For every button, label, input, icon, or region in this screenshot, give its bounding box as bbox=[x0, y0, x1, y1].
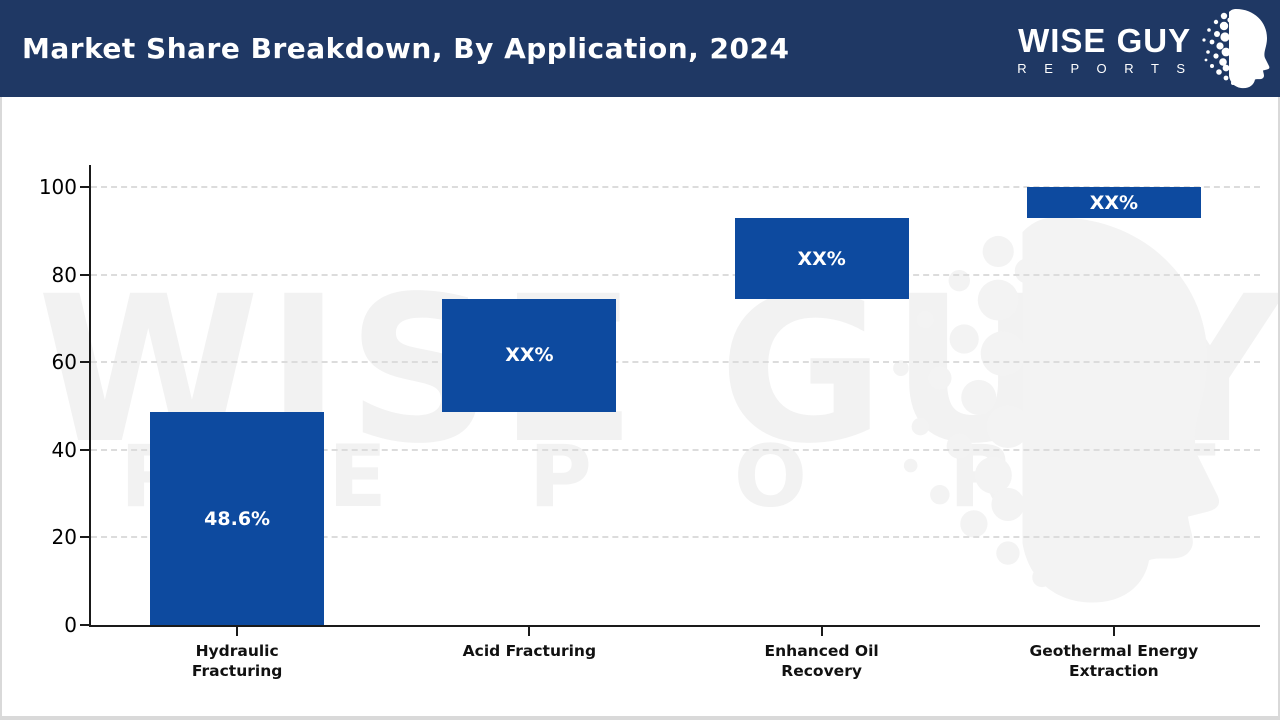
x-category-label: Acid Fracturing bbox=[462, 642, 597, 660]
y-tick-label: 0 bbox=[64, 613, 77, 637]
bar-value-label: XX% bbox=[797, 247, 846, 270]
logo-subtitle: R E P O R T S bbox=[1017, 60, 1192, 76]
bar-value-label: XX% bbox=[505, 344, 554, 367]
gridline-y-40 bbox=[91, 448, 1260, 451]
x-tick-mark bbox=[1112, 627, 1115, 636]
bar-value-label: 48.6% bbox=[204, 507, 271, 530]
y-tick-mark bbox=[80, 448, 89, 451]
x-category-label: Geothermal Energy Extraction bbox=[1029, 642, 1199, 681]
watermark-head-graphic bbox=[893, 217, 1220, 603]
y-tick-label: 100 bbox=[38, 174, 77, 199]
bar-hydraulic-fracturing: 48.6% bbox=[150, 412, 325, 625]
plot-area: 0 20 40 60 80 100 48.6% Hydraulic Fracturing XX% A… bbox=[39, 165, 1260, 680]
x-tick-mark bbox=[236, 627, 239, 636]
x-tick-mark bbox=[820, 627, 823, 636]
y-tick-mark bbox=[80, 624, 89, 626]
y-tick-label: 40 bbox=[51, 437, 77, 462]
logo-wordmark: WISE GUY bbox=[1018, 21, 1192, 59]
chart-title: Market Share Breakdown, By Application, … bbox=[22, 32, 790, 65]
y-tick-label: 80 bbox=[51, 262, 77, 287]
x-category-label: Enhanced Oil Recovery bbox=[764, 642, 879, 681]
gridline-y-100 bbox=[91, 185, 1260, 188]
gridline-y-20 bbox=[91, 536, 1260, 539]
y-tick-label: 60 bbox=[51, 350, 77, 375]
gridline-y-60 bbox=[91, 361, 1260, 364]
x-category-label: Hydraulic Fracturing bbox=[191, 642, 283, 681]
chart-canvas: WISE GU Y R E P O R T S 02040608010048.6… bbox=[0, 97, 1280, 720]
y-tick-label: 20 bbox=[51, 525, 77, 550]
report-header: Market Share Breakdown, By Application, … bbox=[0, 0, 1280, 97]
y-tick-mark bbox=[80, 185, 89, 188]
bar-enhanced-oil-recovery: XX% bbox=[734, 218, 909, 299]
y-tick-mark bbox=[80, 536, 89, 539]
y-tick-mark bbox=[80, 273, 89, 276]
bar-value-label: XX% bbox=[1089, 191, 1139, 214]
logo-text: WISE GUY R E P O R T S bbox=[1017, 24, 1192, 75]
bar-acid-fracturing: XX% bbox=[442, 298, 617, 413]
x-tick-mark bbox=[528, 627, 531, 636]
wise-guy-reports-logo: WISE GUY R E P O R T S bbox=[1017, 6, 1270, 92]
gridline-y-80 bbox=[91, 273, 1260, 276]
y-tick-mark bbox=[80, 361, 89, 364]
dotted-head-icon bbox=[1202, 9, 1270, 89]
bar-geothermal-energy-extraction: XX% bbox=[1026, 186, 1201, 219]
